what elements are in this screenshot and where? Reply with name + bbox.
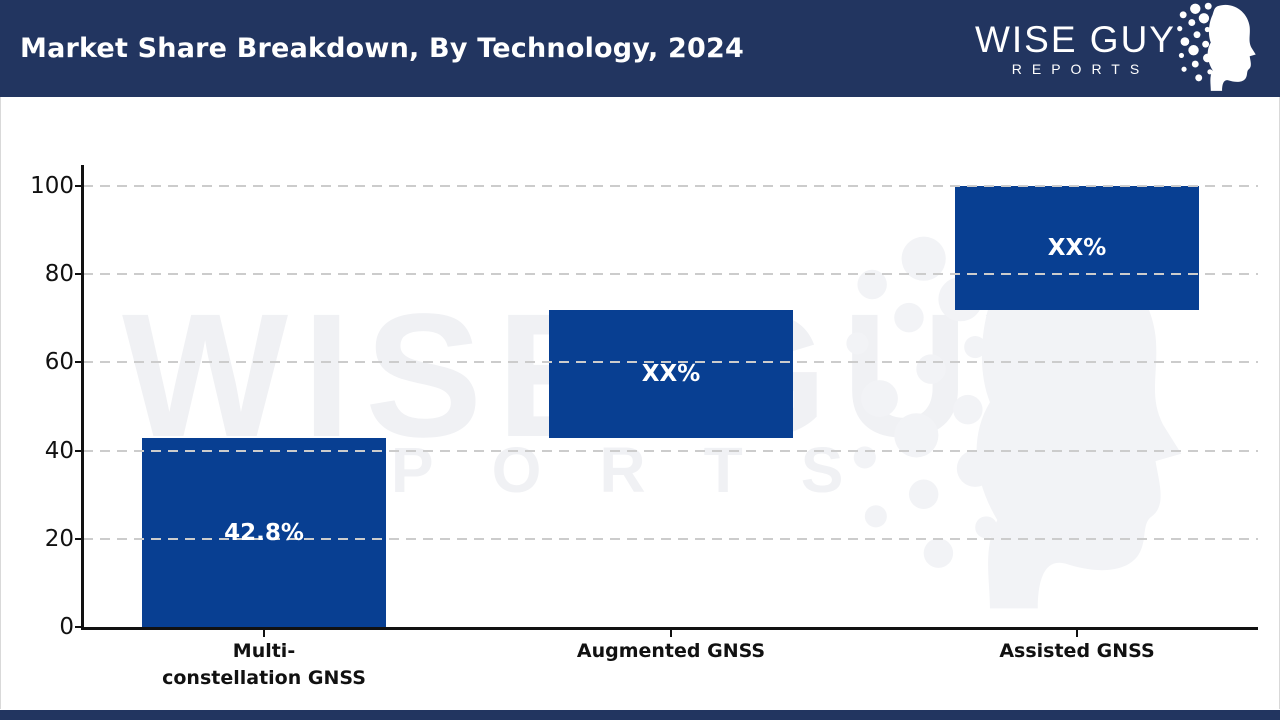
header-bar: Market Share Breakdown, By Technology, 2…: [0, 0, 1280, 97]
logo-head-icon: [1177, 2, 1256, 91]
y-gridline: [83, 537, 1258, 540]
x-tick-mark: [670, 629, 672, 637]
y-gridline: [83, 449, 1258, 452]
x-tick-mark: [263, 629, 265, 637]
x-axis-line: [81, 627, 1258, 630]
y-gridline: [83, 361, 1258, 364]
logo-name: WISE GUY: [974, 19, 1176, 60]
y-tick-label: 80: [44, 261, 74, 288]
y-tick-label: 60: [44, 349, 74, 376]
x-category-label: Augmented GNSS: [576, 640, 766, 662]
y-tick-label: 100: [30, 173, 74, 199]
y-tick-label: 0: [59, 614, 74, 640]
y-gridline: [83, 185, 1258, 187]
wise-guy-logo: WISE GUY REPORTS: [975, 1, 1270, 96]
footer-bar: [0, 710, 1280, 720]
x-category-label: Multi- constellation GNSS: [162, 640, 366, 689]
bar-segment: [142, 438, 386, 627]
y-tick-mark: [75, 273, 83, 276]
y-axis-line: [81, 165, 84, 630]
logo-text: WISE GUY REPORTS: [975, 21, 1176, 76]
x-tick-mark: [1076, 629, 1078, 637]
bar-value-label: 42.8%: [224, 519, 304, 546]
bar-segment: [549, 310, 793, 439]
y-tick-mark: [75, 361, 83, 364]
y-tick-mark: [75, 537, 83, 540]
bar-value-label: XX%: [641, 361, 701, 388]
y-tick-label: 40: [44, 437, 74, 464]
x-category-label: Assisted GNSS: [999, 640, 1155, 662]
y-tick-mark: [75, 449, 83, 452]
y-gridline: [83, 273, 1258, 276]
bar-value-label: XX%: [1047, 235, 1107, 262]
y-tick-mark: [75, 626, 83, 628]
page-title: Market Share Breakdown, By Technology, 2…: [20, 33, 745, 64]
y-tick-label: 20: [44, 525, 74, 552]
y-tick-mark: [75, 185, 83, 187]
logo-subtitle: REPORTS: [1011, 61, 1150, 77]
